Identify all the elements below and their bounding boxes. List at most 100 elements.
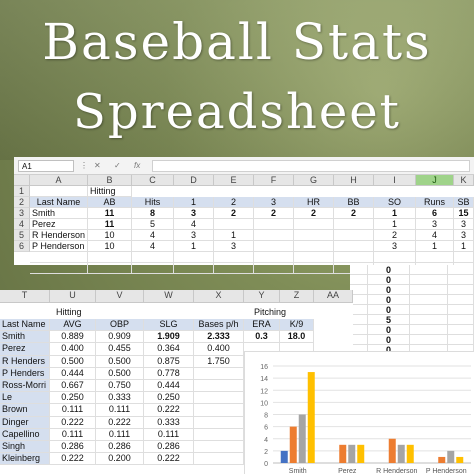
empty-cell[interactable]: [350, 265, 368, 275]
table-cell[interactable]: 0.200: [96, 453, 144, 466]
table-cell[interactable]: 0.286: [96, 441, 144, 454]
table-cell[interactable]: 0.750: [96, 380, 144, 393]
table-cell[interactable]: 3: [174, 208, 214, 219]
player-name-cell[interactable]: R Henders: [0, 355, 50, 368]
table-cell[interactable]: 0.909: [96, 331, 144, 344]
empty-cell[interactable]: [350, 305, 368, 315]
empty-cell[interactable]: [294, 263, 334, 274]
table-cell[interactable]: 1: [454, 241, 474, 252]
table-cell[interactable]: 2: [374, 230, 416, 241]
table-cell[interactable]: 2.333: [194, 331, 244, 344]
empty-cell[interactable]: [214, 252, 254, 263]
column-header-f[interactable]: F: [254, 175, 294, 186]
table-cell[interactable]: 0.222: [50, 453, 96, 466]
empty-cell[interactable]: [254, 252, 294, 263]
column-header-i[interactable]: I: [374, 175, 416, 186]
column-header-e[interactable]: E: [214, 175, 254, 186]
column-header-t[interactable]: T: [0, 290, 50, 303]
formula-input[interactable]: [152, 160, 470, 172]
table-cell[interactable]: 0.111: [96, 428, 144, 441]
so-value-cell[interactable]: 0: [368, 325, 410, 335]
empty-cell[interactable]: [174, 252, 214, 263]
column-header-x[interactable]: X: [194, 290, 244, 303]
table-cell[interactable]: 2: [334, 208, 374, 219]
column-header-u[interactable]: U: [50, 290, 96, 303]
table-cell[interactable]: Smith: [30, 208, 88, 219]
empty-cell[interactable]: [132, 263, 174, 274]
table-cell[interactable]: 18.0: [280, 331, 314, 344]
empty-cell[interactable]: [88, 263, 132, 274]
empty-cell[interactable]: [30, 252, 88, 263]
table-cell[interactable]: [254, 219, 294, 230]
table-cell[interactable]: 0.455: [96, 343, 144, 356]
empty-cell[interactable]: [448, 325, 474, 335]
so-value-cell[interactable]: 0: [368, 265, 410, 275]
player-name-cell[interactable]: Le: [0, 392, 50, 405]
table-cell[interactable]: 10: [88, 241, 132, 252]
table-cell[interactable]: [194, 404, 244, 417]
table-cell[interactable]: 10: [88, 230, 132, 241]
empty-cell[interactable]: [410, 265, 448, 275]
player-name-cell[interactable]: Smith: [0, 331, 50, 344]
player-name-cell[interactable]: Kleinberg: [0, 453, 50, 466]
table-cell[interactable]: 0.286: [144, 441, 194, 454]
empty-cell[interactable]: [350, 335, 368, 345]
empty-cell[interactable]: [410, 325, 448, 335]
empty-cell[interactable]: [214, 263, 254, 274]
row-header-3[interactable]: 3: [14, 208, 30, 219]
cell-a1[interactable]: [30, 186, 88, 197]
table-cell[interactable]: [194, 416, 244, 429]
table-cell[interactable]: 0.111: [96, 404, 144, 417]
player-name-cell[interactable]: Brown: [0, 404, 50, 417]
player-name-cell[interactable]: Singh: [0, 441, 50, 454]
player-name-cell[interactable]: Perez: [0, 343, 50, 356]
table-cell[interactable]: 6: [416, 208, 454, 219]
table-cell[interactable]: [194, 441, 244, 454]
table-cell[interactable]: 0.222: [144, 404, 194, 417]
empty-cell[interactable]: [88, 252, 132, 263]
table-cell[interactable]: 0.875: [144, 355, 194, 368]
table-cell[interactable]: [194, 367, 244, 380]
table-cell[interactable]: 0.111: [144, 428, 194, 441]
table-cell[interactable]: 8: [132, 208, 174, 219]
table-cell[interactable]: 0.222: [50, 416, 96, 429]
empty-cell[interactable]: [448, 315, 474, 325]
column-header-v[interactable]: V: [96, 290, 144, 303]
empty-cell[interactable]: [294, 252, 334, 263]
table-cell[interactable]: 0.889: [50, 331, 96, 344]
row-header-4[interactable]: 4: [14, 219, 30, 230]
table-cell[interactable]: 0.400: [194, 343, 244, 356]
table-cell[interactable]: 3: [214, 241, 254, 252]
table-cell[interactable]: [294, 230, 334, 241]
table-cell[interactable]: 0.400: [50, 343, 96, 356]
empty-cell[interactable]: [132, 252, 174, 263]
table-cell[interactable]: 15: [454, 208, 474, 219]
table-cell[interactable]: [294, 219, 334, 230]
table-cell[interactable]: 0.333: [144, 416, 194, 429]
table-cell[interactable]: 0.667: [50, 380, 96, 393]
empty-cell[interactable]: [174, 263, 214, 274]
empty-cell[interactable]: [350, 325, 368, 335]
empty-cell[interactable]: [334, 252, 374, 263]
table-cell[interactable]: 0.500: [96, 355, 144, 368]
empty-cell[interactable]: [410, 335, 448, 345]
table-cell[interactable]: P Henderson: [30, 241, 88, 252]
empty-cell[interactable]: [30, 263, 88, 274]
table-cell[interactable]: 0.778: [144, 367, 194, 380]
column-header-w[interactable]: W: [144, 290, 194, 303]
table-cell[interactable]: 0.444: [50, 367, 96, 380]
column-header-h[interactable]: H: [334, 175, 374, 186]
table-cell[interactable]: 0.286: [50, 441, 96, 454]
table-cell[interactable]: 2: [294, 208, 334, 219]
table-cell[interactable]: 3: [454, 230, 474, 241]
table-cell[interactable]: 2: [254, 208, 294, 219]
table-cell[interactable]: 1.750: [194, 355, 244, 368]
empty-cell[interactable]: [454, 252, 474, 263]
empty-cell[interactable]: [374, 252, 416, 263]
row-header-1[interactable]: 1: [14, 186, 30, 197]
table-cell[interactable]: 1: [174, 241, 214, 252]
empty-cell[interactable]: [410, 295, 448, 305]
table-cell[interactable]: 4: [174, 219, 214, 230]
table-cell[interactable]: 1: [374, 219, 416, 230]
table-cell[interactable]: 0.250: [144, 392, 194, 405]
